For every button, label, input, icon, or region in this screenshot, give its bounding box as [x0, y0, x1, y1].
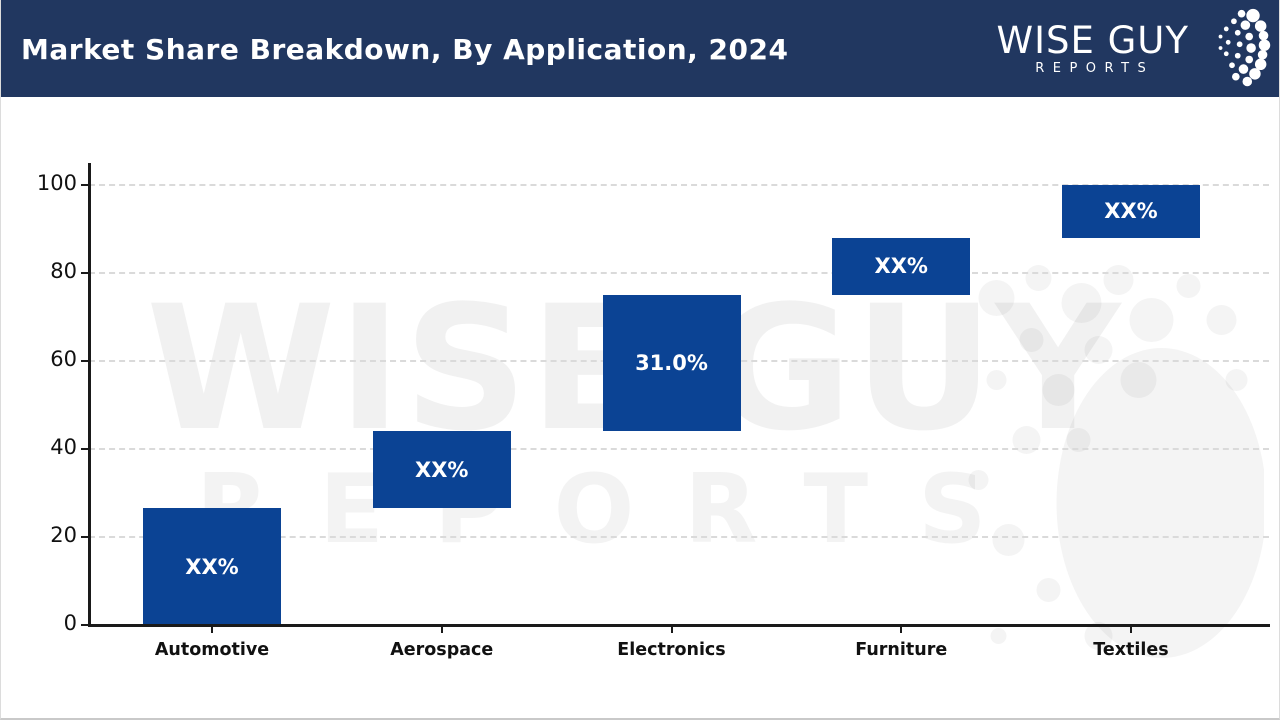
x-category-label-electronics: Electronics — [617, 640, 726, 660]
y-tick-label-60: 60 — [50, 347, 77, 371]
gridline-80 — [89, 272, 1269, 274]
header-bar: Market Share Breakdown, By Application, … — [1, 0, 1279, 97]
y-tick-label-20: 20 — [50, 523, 77, 547]
bar-automotive: XX% — [143, 508, 281, 625]
wiseguy-logo: WISE GUY REPORTS — [997, 5, 1271, 93]
y-tick-label-100: 100 — [36, 171, 77, 195]
gridline-100 — [89, 184, 1269, 186]
bar-value-label: XX% — [1104, 199, 1158, 224]
y-axis-line — [88, 163, 91, 627]
bar-electronics: 31.0% — [602, 295, 741, 432]
x-tick-aerospace — [440, 625, 443, 633]
x-tick-automotive — [211, 625, 213, 633]
logo-face-icon — [1218, 8, 1271, 87]
y-tick-80 — [81, 272, 89, 274]
bar-textiles: XX% — [1062, 185, 1200, 238]
y-tick-label-80: 80 — [50, 259, 77, 283]
gridline-20 — [89, 536, 1269, 538]
logo-wordmark: WISE GUY — [996, 18, 1189, 62]
x-category-label-aerospace: Aerospace — [390, 640, 494, 660]
y-tick-label-40: 40 — [50, 435, 77, 459]
x-category-label-automotive: Automotive — [154, 640, 270, 660]
chart-title: Market Share Breakdown, By Application, … — [21, 33, 789, 66]
bar-value-label: XX% — [874, 254, 928, 279]
x-category-label-furniture: Furniture — [855, 640, 948, 660]
y-tick-60 — [81, 360, 89, 362]
y-tick-20 — [81, 536, 89, 538]
logo-subtext: REPORTS — [1035, 61, 1155, 77]
x-tick-furniture — [900, 625, 903, 633]
y-tick-label-0: 0 — [63, 611, 77, 635]
x-axis-line — [88, 624, 1270, 627]
logo-text: WISE GUY REPORTS — [996, 18, 1189, 77]
bar-value-label: XX% — [415, 457, 469, 482]
y-tick-0 — [81, 624, 89, 626]
gridline-40 — [89, 448, 1269, 450]
watermark-subtext: REPORTS — [196, 455, 1037, 565]
watermark-face-icon — [968, 265, 1264, 658]
bar-aerospace: XX% — [372, 431, 511, 509]
bar-value-label: 31.0% — [635, 351, 708, 376]
bar-furniture: XX% — [832, 237, 971, 295]
x-tick-textiles — [1130, 625, 1132, 633]
y-tick-40 — [81, 448, 89, 450]
x-category-label-textiles: Textiles — [1093, 640, 1169, 660]
x-tick-electronics — [670, 625, 673, 633]
bar-value-label: XX% — [185, 554, 239, 579]
y-tick-100 — [81, 184, 89, 186]
